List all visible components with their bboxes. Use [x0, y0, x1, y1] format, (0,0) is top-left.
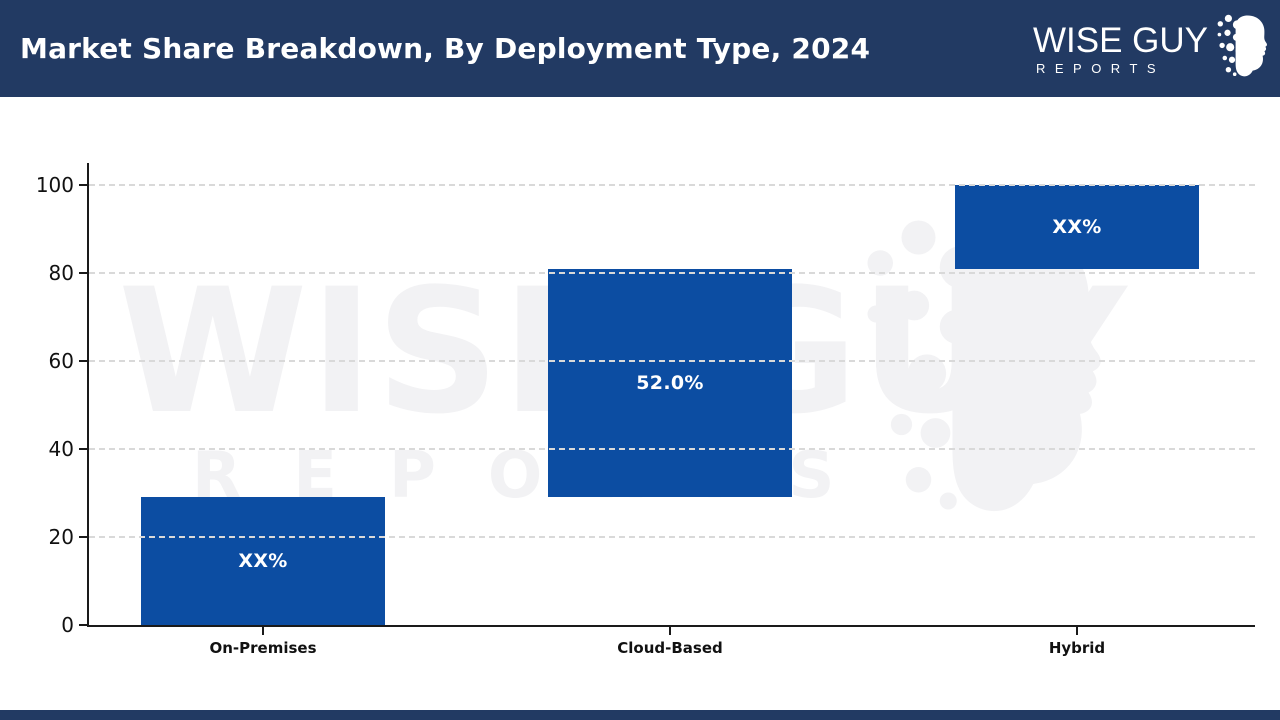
x-axis-line — [87, 625, 1255, 627]
y-axis-line — [87, 163, 89, 627]
bar-hybrid: XX% — [955, 185, 1199, 269]
y-tick-label: 100 — [35, 173, 74, 197]
x-category-label-cloud-based: Cloud-Based — [617, 639, 723, 657]
gridline — [89, 272, 1255, 274]
y-tick-label: 40 — [48, 437, 74, 461]
logo-name: WISE GUY — [1032, 20, 1208, 60]
logo-text: WISE GUY REPORTS — [1033, 23, 1208, 75]
gridline — [89, 448, 1255, 450]
x-tick-mark — [262, 627, 264, 635]
wise-guy-face-icon — [1214, 12, 1268, 86]
gridline — [89, 536, 1255, 538]
gridline — [89, 360, 1255, 362]
y-tick-mark — [79, 536, 87, 538]
y-tick-mark — [79, 184, 87, 186]
y-tick-mark — [79, 624, 87, 626]
chart-title: Market Share Breakdown, By Deployment Ty… — [20, 32, 871, 65]
bar-value-label: XX% — [1052, 215, 1102, 238]
x-category-label-hybrid: Hybrid — [1048, 639, 1106, 657]
bar-value-label: XX% — [238, 550, 288, 573]
x-tick-mark — [1076, 627, 1078, 635]
wise-guy-logo: WISE GUY REPORTS — [1033, 0, 1268, 97]
bar-on-premises: XX% — [141, 497, 385, 625]
y-tick-mark — [79, 272, 87, 274]
y-tick-label: 20 — [48, 525, 74, 549]
gridline — [89, 184, 1255, 186]
logo-subtitle: REPORTS — [1035, 60, 1166, 76]
header-bar: Market Share Breakdown, By Deployment Ty… — [0, 0, 1280, 97]
y-tick-mark — [79, 448, 87, 450]
footer-bar — [0, 710, 1280, 720]
y-tick-label: 0 — [61, 613, 74, 637]
x-tick-mark — [669, 627, 671, 635]
bar-cloud-based: 52.0% — [548, 268, 792, 498]
y-tick-label: 60 — [48, 349, 74, 373]
bar-value-label: 52.0% — [636, 371, 704, 394]
x-category-label-on-premises: On-Premises — [209, 639, 317, 657]
y-tick-mark — [79, 360, 87, 362]
y-tick-label: 80 — [48, 261, 74, 285]
